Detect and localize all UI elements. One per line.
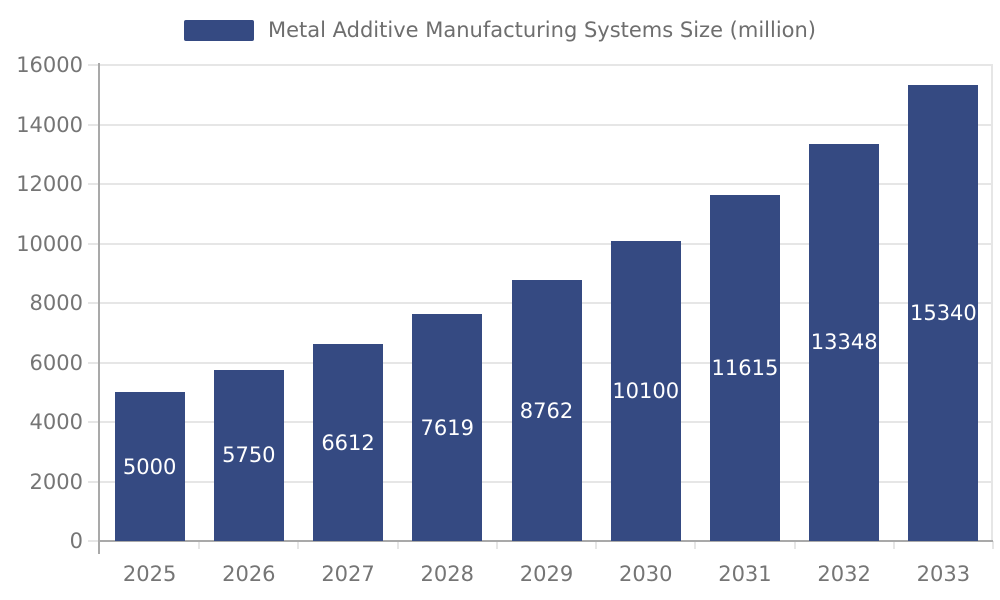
plot-right-border: [991, 65, 993, 541]
x-axis-tick: [495, 541, 498, 549]
y-axis-tick-label: 16000: [16, 53, 83, 77]
bar-2029[interactable]: 8762: [511, 280, 582, 541]
x-axis-tick: [793, 541, 796, 549]
bar-2026[interactable]: 5750: [213, 369, 284, 541]
x-axis-tick: [992, 541, 994, 549]
legend-label: Metal Additive Manufacturing Systems Siz…: [267, 18, 817, 42]
x-axis-tick-label: 2030: [618, 562, 673, 586]
y-axis-tick-label: 14000: [16, 112, 83, 137]
x-axis-tick: [396, 541, 399, 549]
gridline-y-14000: [88, 123, 993, 126]
x-axis-tick-label: 2026: [222, 562, 276, 586]
x-axis-tick-label: 2033: [916, 562, 971, 586]
bar-value-label: 7619: [420, 415, 474, 440]
y-axis-tick-label: 8000: [29, 291, 83, 315]
y-axis-tick-label: 10000: [16, 231, 83, 256]
bar-2033[interactable]: 15340: [908, 84, 979, 541]
bar-value-label: 11615: [711, 356, 779, 381]
x-axis-tick: [694, 541, 697, 549]
bar-value-label: 6612: [321, 430, 375, 455]
bar-value-label: 5750: [222, 443, 276, 468]
y-axis-tick-label: 0: [69, 529, 83, 553]
y-axis-tick-label: 6000: [29, 350, 83, 375]
x-axis-tick-label: 2025: [122, 562, 177, 586]
x-axis-tick-label: 2029: [519, 562, 574, 586]
bar-value-label: 15340: [909, 300, 977, 325]
bar-2028[interactable]: 7619: [412, 314, 483, 541]
gridline-y-16000: [88, 64, 993, 66]
y-axis-tick-label: 12000: [16, 172, 83, 196]
gridline-y-10000: [88, 242, 993, 245]
x-axis-tick: [595, 541, 598, 549]
bar-value-label: 8762: [519, 398, 574, 423]
x-axis-tick-label: 2027: [321, 562, 375, 586]
y-axis-line: [98, 63, 100, 554]
bar-value-label: 10100: [612, 378, 680, 403]
bar-2032[interactable]: 13348: [809, 143, 880, 541]
x-axis-tick: [198, 541, 201, 549]
bar-2031[interactable]: 11615: [709, 195, 780, 541]
x-axis-tick-label: 2032: [817, 562, 871, 586]
x-axis-tick-label: 2031: [718, 562, 772, 586]
ytick-0: [88, 540, 100, 542]
gridline-y-12000: [88, 183, 993, 185]
bar-2030[interactable]: 10100: [610, 240, 681, 541]
x-axis-tick: [297, 541, 300, 549]
x-axis-line: [98, 540, 993, 542]
legend-swatch-icon: [183, 19, 254, 41]
bar-2025[interactable]: 5000: [114, 392, 185, 541]
legend[interactable]: Metal Additive Manufacturing Systems Siz…: [0, 18, 1000, 42]
bar-2027[interactable]: 6612: [313, 344, 384, 541]
y-axis-tick-label: 4000: [29, 410, 83, 434]
bar-value-label: 5000: [122, 454, 177, 479]
y-axis-tick-label: 2000: [29, 469, 83, 494]
bar-value-label: 13348: [810, 330, 878, 355]
x-axis-tick-label: 2028: [420, 562, 474, 586]
x-axis-tick: [892, 541, 895, 549]
